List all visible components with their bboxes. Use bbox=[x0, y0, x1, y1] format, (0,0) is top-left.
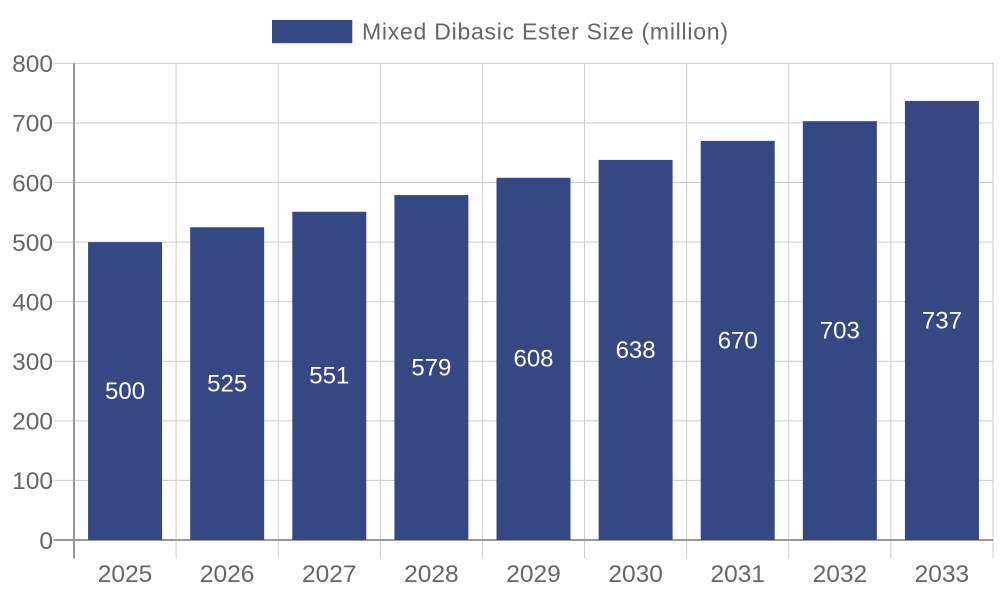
svg-text:2033: 2033 bbox=[915, 561, 970, 588]
svg-text:525: 525 bbox=[207, 370, 247, 397]
svg-text:500: 500 bbox=[12, 230, 53, 257]
svg-text:600: 600 bbox=[12, 170, 53, 197]
svg-text:100: 100 bbox=[12, 468, 53, 495]
svg-text:200: 200 bbox=[12, 409, 53, 436]
svg-text:737: 737 bbox=[922, 307, 962, 334]
svg-text:2025: 2025 bbox=[98, 561, 153, 588]
svg-text:2028: 2028 bbox=[404, 561, 459, 588]
svg-text:703: 703 bbox=[820, 317, 860, 344]
svg-text:2027: 2027 bbox=[302, 561, 357, 588]
svg-text:551: 551 bbox=[309, 363, 349, 390]
svg-text:Mixed Dibasic Ester Size (mill: Mixed Dibasic Ester Size (million) bbox=[362, 19, 729, 45]
svg-text:700: 700 bbox=[12, 111, 53, 138]
svg-text:2029: 2029 bbox=[506, 561, 561, 588]
svg-text:800: 800 bbox=[12, 51, 53, 78]
svg-text:670: 670 bbox=[718, 327, 758, 354]
svg-text:2031: 2031 bbox=[710, 561, 765, 588]
svg-text:2030: 2030 bbox=[608, 561, 663, 588]
svg-text:500: 500 bbox=[105, 378, 145, 405]
svg-text:2032: 2032 bbox=[813, 561, 868, 588]
svg-text:579: 579 bbox=[411, 354, 451, 381]
svg-text:0: 0 bbox=[39, 528, 53, 555]
svg-text:638: 638 bbox=[616, 337, 656, 364]
svg-text:608: 608 bbox=[513, 346, 553, 373]
svg-text:400: 400 bbox=[12, 289, 53, 316]
svg-text:300: 300 bbox=[12, 349, 53, 376]
svg-text:2026: 2026 bbox=[200, 561, 255, 588]
